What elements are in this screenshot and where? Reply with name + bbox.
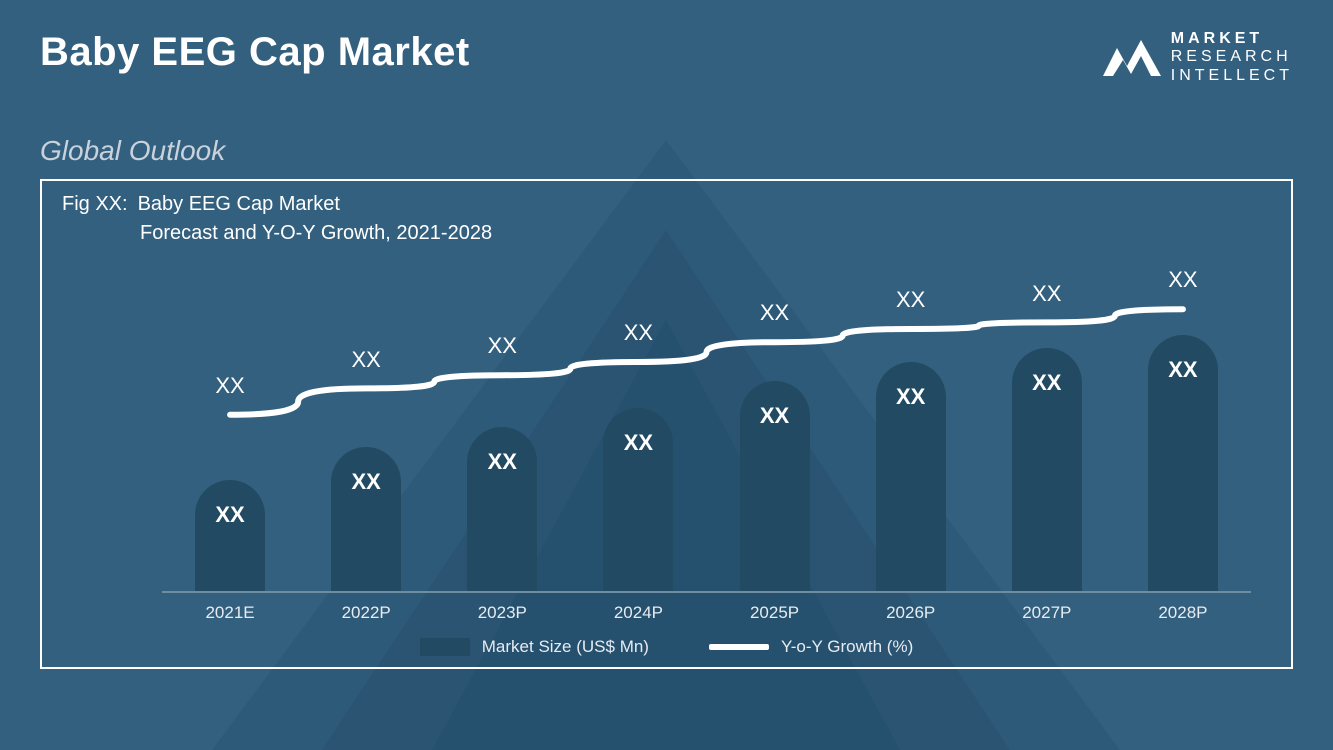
bar-group: XX <box>979 263 1115 591</box>
x-axis-tick: 2028P <box>1115 603 1251 623</box>
bar: XX <box>1012 348 1082 591</box>
logo-text-line1: MARKET <box>1171 30 1293 48</box>
legend-line-label: Y-o-Y Growth (%) <box>781 637 913 657</box>
x-axis-tick: 2023P <box>434 603 570 623</box>
x-axis: 2021E2022P2023P2024P2025P2026P2027P2028P <box>162 603 1251 623</box>
legend-swatch-line-icon <box>709 644 769 650</box>
line-value-label: XX <box>1032 281 1061 307</box>
legend-item-line: Y-o-Y Growth (%) <box>709 637 913 657</box>
bar-value-label: XX <box>352 469 381 495</box>
x-axis-tick: 2027P <box>979 603 1115 623</box>
line-value-label: XX <box>1168 267 1197 293</box>
bar-group: XX <box>298 263 434 591</box>
x-axis-tick: 2021E <box>162 603 298 623</box>
figure-label: Fig XX: <box>62 193 128 216</box>
line-value-label: XX <box>896 287 925 313</box>
line-value-label: XX <box>215 373 244 399</box>
line-value-label: XX <box>352 347 381 373</box>
page-root: Baby EEG Cap Market MARKET RESEARCH INTE… <box>0 0 1333 750</box>
bar-group: XX <box>434 263 570 591</box>
bar-group: XX <box>1115 263 1251 591</box>
legend-item-bar: Market Size (US$ Mn) <box>420 637 649 657</box>
bar: XX <box>876 362 946 592</box>
bars-container: XX XX XX XX XX XX XX XX <box>162 263 1251 593</box>
bar: XX <box>740 381 810 591</box>
line-value-label: XX <box>488 333 517 359</box>
bar-value-label: XX <box>1168 357 1197 383</box>
header: Baby EEG Cap Market MARKET RESEARCH INTE… <box>40 30 1293 85</box>
x-axis-tick: 2022P <box>298 603 434 623</box>
section-subtitle: Global Outlook <box>40 135 1293 167</box>
legend-bar-label: Market Size (US$ Mn) <box>482 637 649 657</box>
legend: Market Size (US$ Mn) Y-o-Y Growth (%) <box>62 637 1271 657</box>
plot-area: XX XX XX XX XX XX XX XX XX XX XX XX XX XX XX XX <box>162 263 1251 593</box>
bar: XX <box>603 408 673 592</box>
bar: XX <box>1148 335 1218 591</box>
figure-header: Fig XX: Baby EEG Cap Market <box>62 193 1271 216</box>
page-title: Baby EEG Cap Market <box>40 30 470 75</box>
x-axis-tick: 2024P <box>570 603 706 623</box>
x-axis-tick: 2026P <box>843 603 979 623</box>
bar-group: XX <box>570 263 706 591</box>
logo-mark-icon <box>1101 34 1163 82</box>
bar-value-label: XX <box>215 502 244 528</box>
bar-value-label: XX <box>624 430 653 456</box>
logo-text: MARKET RESEARCH INTELLECT <box>1171 30 1293 85</box>
bar: XX <box>467 427 537 591</box>
chart-frame: Fig XX: Baby EEG Cap Market Forecast and… <box>40 179 1293 669</box>
legend-swatch-bar-icon <box>420 638 470 656</box>
x-axis-tick: 2025P <box>707 603 843 623</box>
bar-value-label: XX <box>896 384 925 410</box>
bar-value-label: XX <box>488 449 517 475</box>
bar-group: XX <box>162 263 298 591</box>
figure-title: Baby EEG Cap Market <box>138 193 340 216</box>
bar-value-label: XX <box>760 403 789 429</box>
logo: MARKET RESEARCH INTELLECT <box>1101 30 1293 85</box>
bar: XX <box>331 447 401 591</box>
bar: XX <box>195 480 265 592</box>
logo-text-line3: INTELLECT <box>1171 67 1293 85</box>
line-value-label: XX <box>760 300 789 326</box>
line-value-label: XX <box>624 320 653 346</box>
logo-text-line2: RESEARCH <box>1171 48 1293 66</box>
figure-subtitle: Forecast and Y-O-Y Growth, 2021-2028 <box>140 222 1271 245</box>
bar-value-label: XX <box>1032 370 1061 396</box>
